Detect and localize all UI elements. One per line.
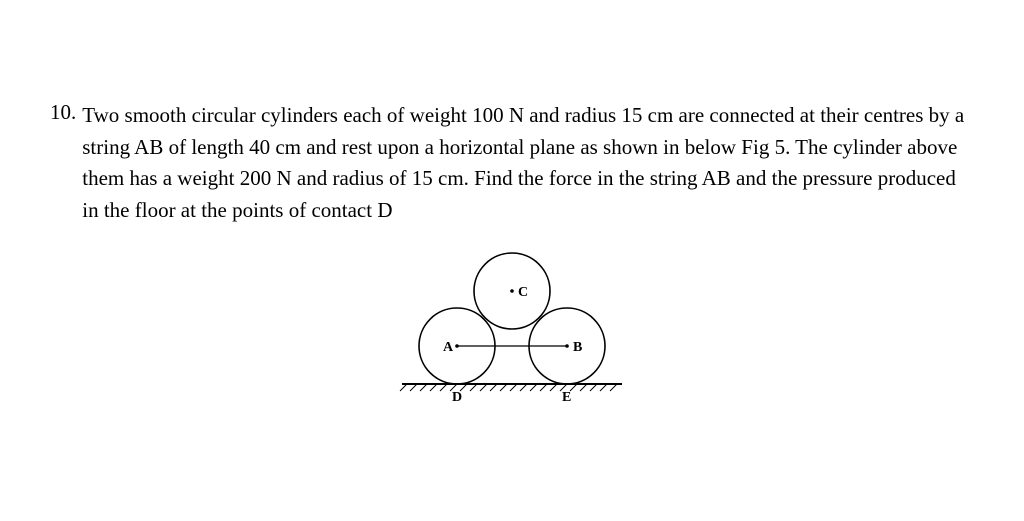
- svg-text:B: B: [573, 340, 582, 355]
- figure-container: A B C D E: [50, 246, 974, 406]
- svg-text:C: C: [518, 285, 528, 300]
- cylinder-diagram: A B C D E: [382, 246, 642, 406]
- svg-text:A: A: [443, 340, 454, 355]
- svg-text:E: E: [562, 390, 571, 405]
- problem-container: 10. Two smooth circular cylinders each o…: [50, 100, 974, 226]
- problem-number: 10.: [50, 100, 76, 125]
- problem-text: Two smooth circular cylinders each of we…: [82, 100, 974, 226]
- svg-text:D: D: [452, 390, 462, 405]
